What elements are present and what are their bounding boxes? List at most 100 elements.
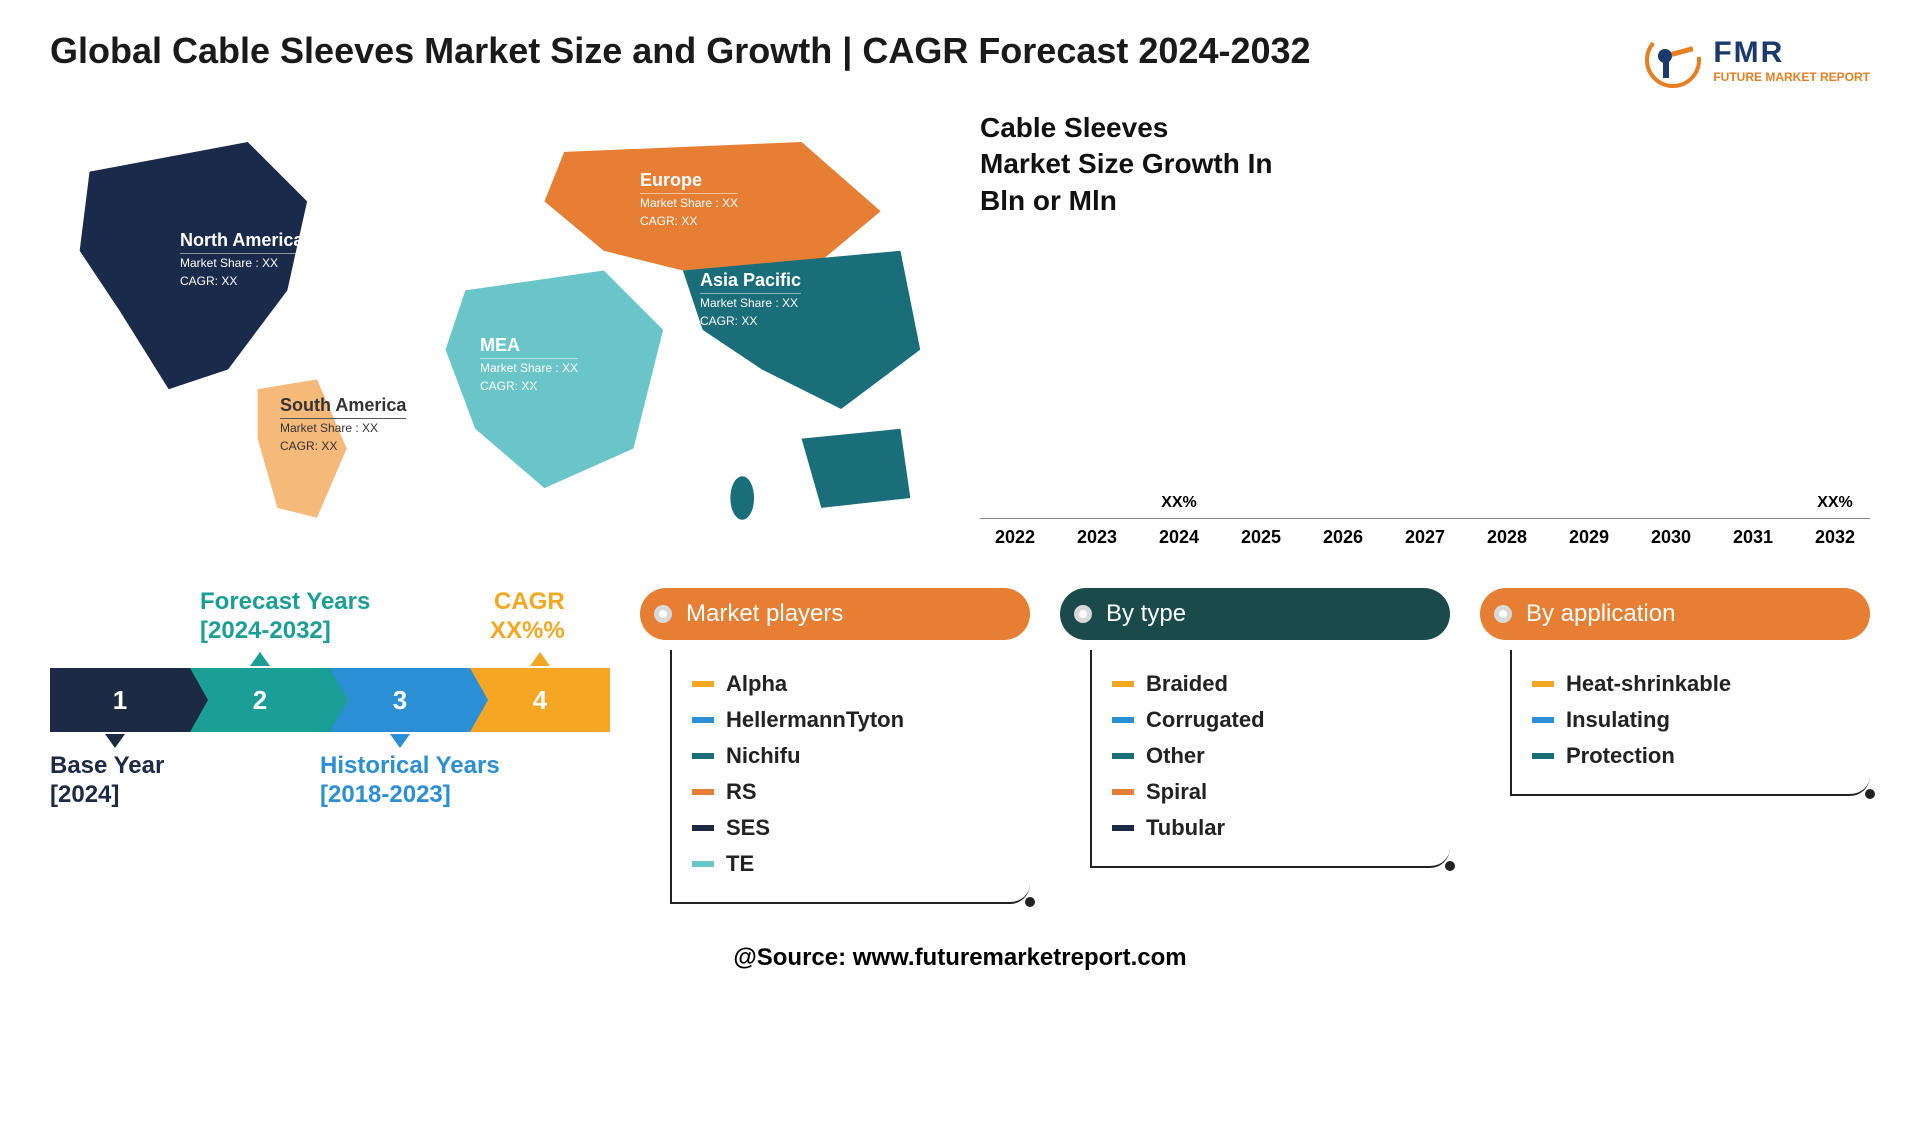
swatch-icon bbox=[1112, 789, 1134, 795]
list-item-label: RS bbox=[726, 779, 757, 805]
swatch-icon bbox=[692, 789, 714, 795]
list-item-label: Nichifu bbox=[726, 743, 801, 769]
list-item-label: Spiral bbox=[1146, 779, 1207, 805]
region-name: North America bbox=[180, 230, 303, 251]
category-pill: Market players bbox=[640, 588, 1030, 640]
swatch-icon bbox=[1112, 825, 1134, 831]
timeline-label-cagr: CAGR XX%% bbox=[490, 588, 565, 646]
bar-year-label: 2027 bbox=[1390, 527, 1460, 548]
region-cagr: CAGR: XX bbox=[480, 377, 578, 393]
swatch-icon bbox=[1112, 681, 1134, 687]
list-item-label: Heat-shrinkable bbox=[1566, 671, 1731, 697]
chart-title-l2: Market Size Growth In bbox=[980, 146, 1870, 182]
bar-year-label: 2026 bbox=[1308, 527, 1378, 548]
region-share: Market Share : XX bbox=[640, 193, 738, 210]
region-share: Market Share : XX bbox=[700, 293, 801, 310]
list-item-label: Corrugated bbox=[1146, 707, 1265, 733]
region-name: MEA bbox=[480, 335, 578, 356]
timeline-label-text: [2024] bbox=[50, 781, 164, 810]
list-item: Spiral bbox=[1112, 774, 1430, 810]
timeline-label-base: Base Year [2024] bbox=[50, 752, 164, 810]
list-item-label: Braided bbox=[1146, 671, 1228, 697]
category-pill: By application bbox=[1480, 588, 1870, 640]
timeline-label-hist: Historical Years [2018-2023] bbox=[320, 752, 500, 810]
category-market-players: Market players Alpha HellermannTyton Nichi… bbox=[640, 588, 1030, 904]
list-item-label: Other bbox=[1146, 743, 1205, 769]
region-cagr: CAGR: XX bbox=[640, 212, 738, 228]
timeline-label-text: Forecast Years bbox=[200, 588, 370, 617]
category-title: By type bbox=[1106, 600, 1186, 628]
page-title: Global Cable Sleeves Market Size and Gro… bbox=[50, 30, 1311, 72]
swatch-icon bbox=[692, 717, 714, 723]
category-by-type: By type Braided Corrugated Other Spiral Tubu… bbox=[1060, 588, 1450, 868]
list-item: Corrugated bbox=[1112, 702, 1430, 738]
swatch-icon bbox=[1112, 717, 1134, 723]
list-item: Heat-shrinkable bbox=[1532, 666, 1850, 702]
region-cagr: CAGR: XX bbox=[180, 272, 303, 288]
footer-source: @Source: www.futuremarketreport.com bbox=[50, 944, 1870, 972]
swatch-icon bbox=[1112, 753, 1134, 759]
swatch-icon bbox=[1532, 753, 1554, 759]
bar-year-label: 2029 bbox=[1554, 527, 1624, 548]
bar-chart: Cable Sleeves Market Size Growth In Bln … bbox=[980, 110, 1870, 548]
region-cagr: CAGR: XX bbox=[280, 437, 406, 453]
region-asia-pacific: Asia Pacific Market Share : XX CAGR: XX bbox=[700, 270, 801, 328]
list-item: TE bbox=[692, 846, 1010, 882]
region-europe: Europe Market Share : XX CAGR: XX bbox=[640, 170, 738, 228]
bar-year-label: 2030 bbox=[1636, 527, 1706, 548]
list-item: Alpha bbox=[692, 666, 1010, 702]
category-pill: By type bbox=[1060, 588, 1450, 640]
chart-title-l1: Cable Sleeves bbox=[980, 110, 1870, 146]
logo-text-main: FMR bbox=[1713, 36, 1870, 70]
list-item-label: Alpha bbox=[726, 671, 787, 697]
category-title: Market players bbox=[686, 600, 843, 628]
timeline-label-text: Base Year bbox=[50, 752, 164, 781]
region-share: Market Share : XX bbox=[480, 358, 578, 375]
list-item: Nichifu bbox=[692, 738, 1010, 774]
timeline-label-text: CAGR bbox=[490, 588, 565, 617]
pointer-up-icon bbox=[530, 652, 550, 666]
list-item-label: HellermannTyton bbox=[726, 707, 904, 733]
category-by-application: By application Heat-shrinkableInsulating… bbox=[1480, 588, 1870, 796]
bar-year-label: 2023 bbox=[1062, 527, 1132, 548]
logo-text-sub: FUTURE MARKET REPORT bbox=[1713, 70, 1870, 84]
timeline-segment: 3 bbox=[330, 668, 470, 732]
bar-annotation: XX% bbox=[1161, 494, 1197, 512]
region-name: Europe bbox=[640, 170, 738, 191]
timeline-segment: 4 bbox=[470, 668, 610, 732]
region-share: Market Share : XX bbox=[180, 253, 303, 270]
pointer-down-icon bbox=[390, 734, 410, 748]
region-north-america: North America Market Share : XX CAGR: XX bbox=[180, 230, 303, 288]
logo-icon bbox=[1643, 30, 1703, 90]
list-item: RS bbox=[692, 774, 1010, 810]
region-mea: MEA Market Share : XX CAGR: XX bbox=[480, 335, 578, 393]
timeline-segment: 1 bbox=[50, 668, 190, 732]
bar-year-label: 2031 bbox=[1718, 527, 1788, 548]
region-south-america: South America Market Share : XX CAGR: XX bbox=[280, 395, 406, 453]
timeline-label-text: [2024-2032] bbox=[200, 617, 370, 646]
bar-year-label: 2025 bbox=[1226, 527, 1296, 548]
list-item-label: Tubular bbox=[1146, 815, 1225, 841]
list-item: Other bbox=[1112, 738, 1430, 774]
swatch-icon bbox=[692, 861, 714, 867]
list-item: Braided bbox=[1112, 666, 1430, 702]
timeline-label-forecast: Forecast Years [2024-2032] bbox=[200, 588, 370, 646]
logo: FMR FUTURE MARKET REPORT bbox=[1643, 30, 1870, 90]
list-item: HellermannTyton bbox=[692, 702, 1010, 738]
list-item: SES bbox=[692, 810, 1010, 846]
chart-title: Cable Sleeves Market Size Growth In Bln … bbox=[980, 110, 1870, 219]
timeline-segment: 2 bbox=[190, 668, 330, 732]
dot-icon bbox=[654, 605, 672, 623]
bar-year-label: 2032 bbox=[1800, 527, 1870, 548]
dot-icon bbox=[1074, 605, 1092, 623]
timeline: Forecast Years [2024-2032] CAGR XX%% 123… bbox=[50, 588, 610, 822]
list-item-label: SES bbox=[726, 815, 770, 841]
list-item-label: Protection bbox=[1566, 743, 1675, 769]
pointer-down-icon bbox=[105, 734, 125, 748]
list-item-label: TE bbox=[726, 851, 754, 877]
swatch-icon bbox=[692, 753, 714, 759]
timeline-label-text: XX%% bbox=[490, 617, 565, 646]
region-share: Market Share : XX bbox=[280, 418, 406, 435]
bar-annotation: XX% bbox=[1817, 494, 1853, 512]
category-title: By application bbox=[1526, 600, 1675, 628]
